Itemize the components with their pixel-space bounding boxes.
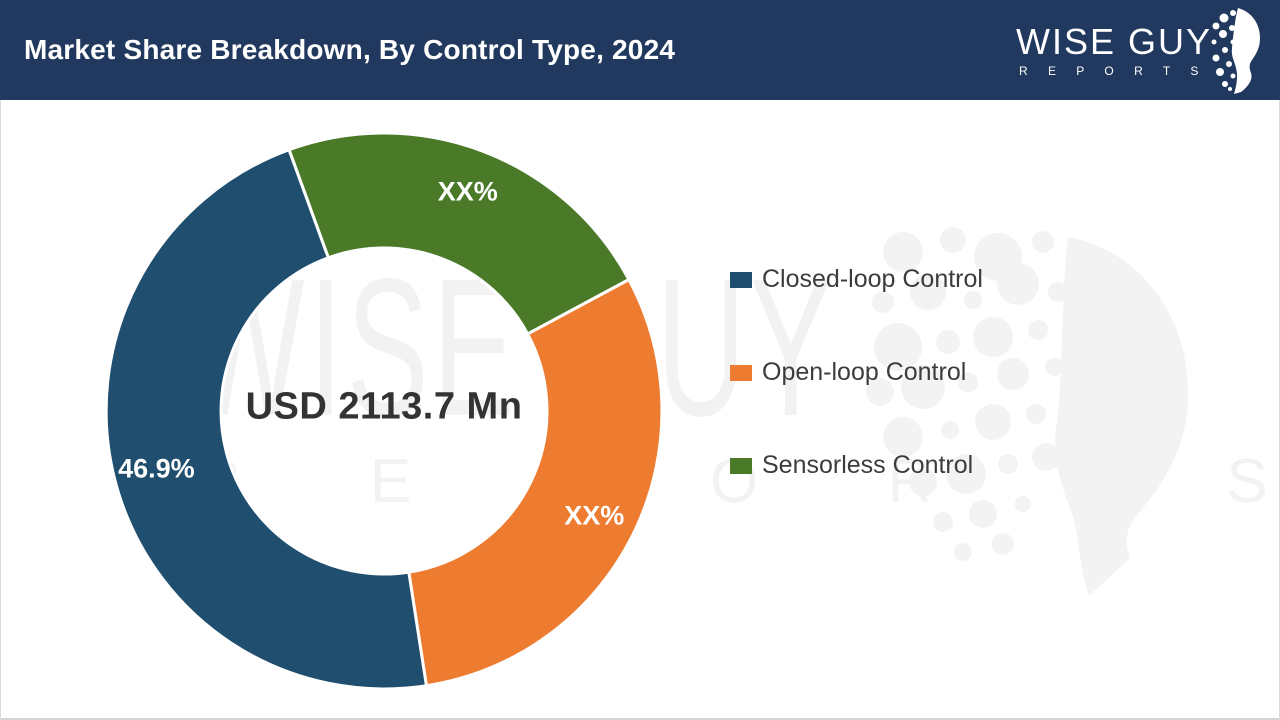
brand-subname: R E P O R T S (1018, 63, 1207, 78)
watermark-face (866, 227, 1189, 596)
page-title: Market Share Breakdown, By Control Type,… (24, 34, 676, 65)
segment-label-closed-loop: 46.9% (118, 453, 195, 484)
legend-swatch (730, 457, 752, 474)
donut-segment-closed-loop-control (104, 148, 428, 691)
brand-logo: WISE GUY R E P O R T S (1016, 6, 1264, 94)
legend-label: Closed-loop Control (762, 265, 983, 293)
legend-label: Sensorless Control (762, 451, 974, 479)
legend-item-closed-loop: Closed-loop Control (730, 264, 983, 295)
header-bar: Market Share Breakdown, By Control Type,… (0, 0, 1280, 100)
segment-label-open-loop: XX% (564, 500, 625, 531)
brand-face-icon (1211, 8, 1260, 94)
donut-segment-sensorless-control (287, 131, 631, 336)
legend-item-open-loop: Open-loop Control (730, 357, 983, 388)
left-border (0, 100, 1, 720)
legend-swatch (730, 271, 752, 288)
legend-item-sensorless: Sensorless Control (730, 450, 983, 481)
bottom-border (0, 718, 1280, 720)
chart-center-value: USD 2113.7 Mn (245, 385, 523, 428)
donut-segment-open-loop-control (407, 278, 664, 688)
brand-logo-text: WISE GUY R E P O R T S (1015, 20, 1212, 78)
chart-legend: Closed-loop Control Open-loop Control Se… (730, 264, 983, 481)
legend-swatch (730, 364, 752, 381)
segment-label-sensorless: XX% (437, 176, 498, 206)
legend-label: Open-loop Control (762, 358, 967, 386)
brand-name: WISE GUY (1015, 20, 1212, 62)
